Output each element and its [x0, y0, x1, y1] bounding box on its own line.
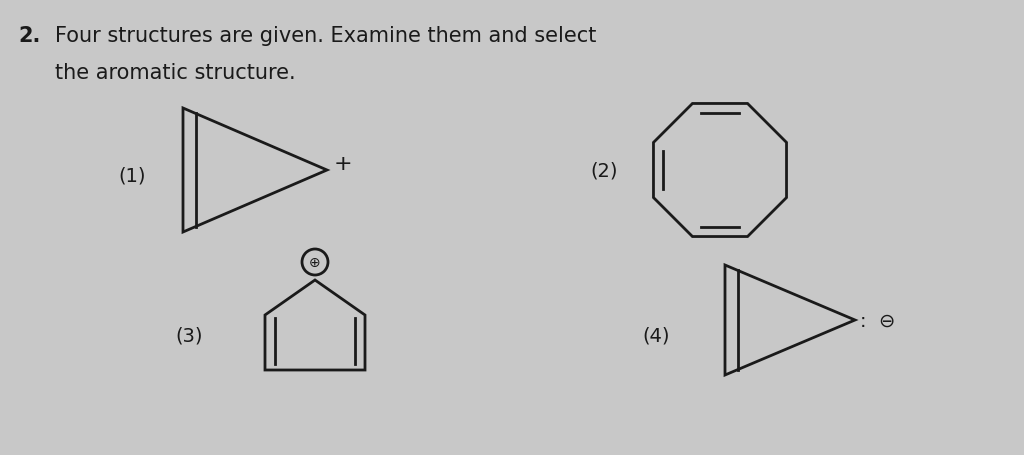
Text: the aromatic structure.: the aromatic structure. — [55, 63, 296, 83]
Text: ⊕: ⊕ — [309, 255, 321, 269]
Text: :  ⊖: : ⊖ — [860, 311, 895, 330]
Text: (2): (2) — [590, 161, 617, 180]
Text: (3): (3) — [175, 326, 203, 345]
Text: +: + — [334, 154, 352, 174]
Text: (1): (1) — [118, 166, 145, 185]
Text: Four structures are given. Examine them and select: Four structures are given. Examine them … — [55, 26, 596, 46]
Text: 2.: 2. — [18, 26, 40, 46]
Text: (4): (4) — [642, 326, 670, 345]
